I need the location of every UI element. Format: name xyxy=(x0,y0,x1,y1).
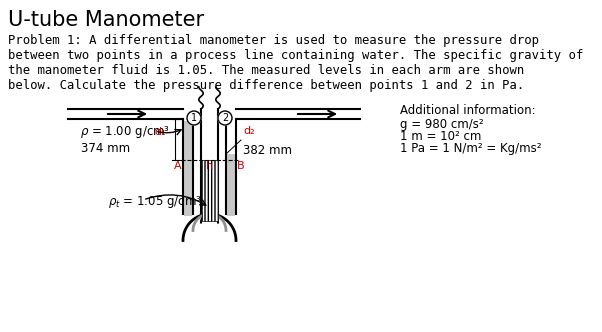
Text: 382 mm: 382 mm xyxy=(243,144,292,157)
Text: h: h xyxy=(206,161,213,171)
Circle shape xyxy=(187,111,201,125)
Text: g = 980 cm/s²: g = 980 cm/s² xyxy=(400,118,483,131)
Text: $\rho$ = 1.00 g/cm³: $\rho$ = 1.00 g/cm³ xyxy=(80,124,170,140)
Text: 1 Pa = 1 N/m² = Kg/ms²: 1 Pa = 1 N/m² = Kg/ms² xyxy=(400,142,542,155)
Text: 1 m = 10² cm: 1 m = 10² cm xyxy=(400,130,482,143)
Text: d₁: d₁ xyxy=(154,127,166,137)
Circle shape xyxy=(218,111,232,125)
Text: below. Calculate the pressure difference between points 1 and 2 in Pa.: below. Calculate the pressure difference… xyxy=(8,79,524,92)
Text: d₂: d₂ xyxy=(243,126,255,136)
Text: B: B xyxy=(237,161,244,171)
Text: 2: 2 xyxy=(222,113,228,123)
Text: Problem 1: A differential manometer is used to measure the pressure drop: Problem 1: A differential manometer is u… xyxy=(8,34,539,47)
Text: between two points in a process line containing water. The specific gravity of: between two points in a process line con… xyxy=(8,49,583,62)
Text: the manometer fluid is 1.05. The measured levels in each arm are shown: the manometer fluid is 1.05. The measure… xyxy=(8,64,524,77)
FancyBboxPatch shape xyxy=(184,121,192,216)
Text: $\rho_t$ = 1.05 g/cm³: $\rho_t$ = 1.05 g/cm³ xyxy=(108,194,202,210)
FancyBboxPatch shape xyxy=(227,154,235,216)
Text: Additional information:: Additional information: xyxy=(400,104,536,117)
Text: 374 mm: 374 mm xyxy=(81,141,130,154)
Text: 1: 1 xyxy=(191,113,197,123)
Text: A: A xyxy=(175,161,182,171)
FancyBboxPatch shape xyxy=(202,160,217,220)
Text: U-tube Manometer: U-tube Manometer xyxy=(8,10,204,30)
